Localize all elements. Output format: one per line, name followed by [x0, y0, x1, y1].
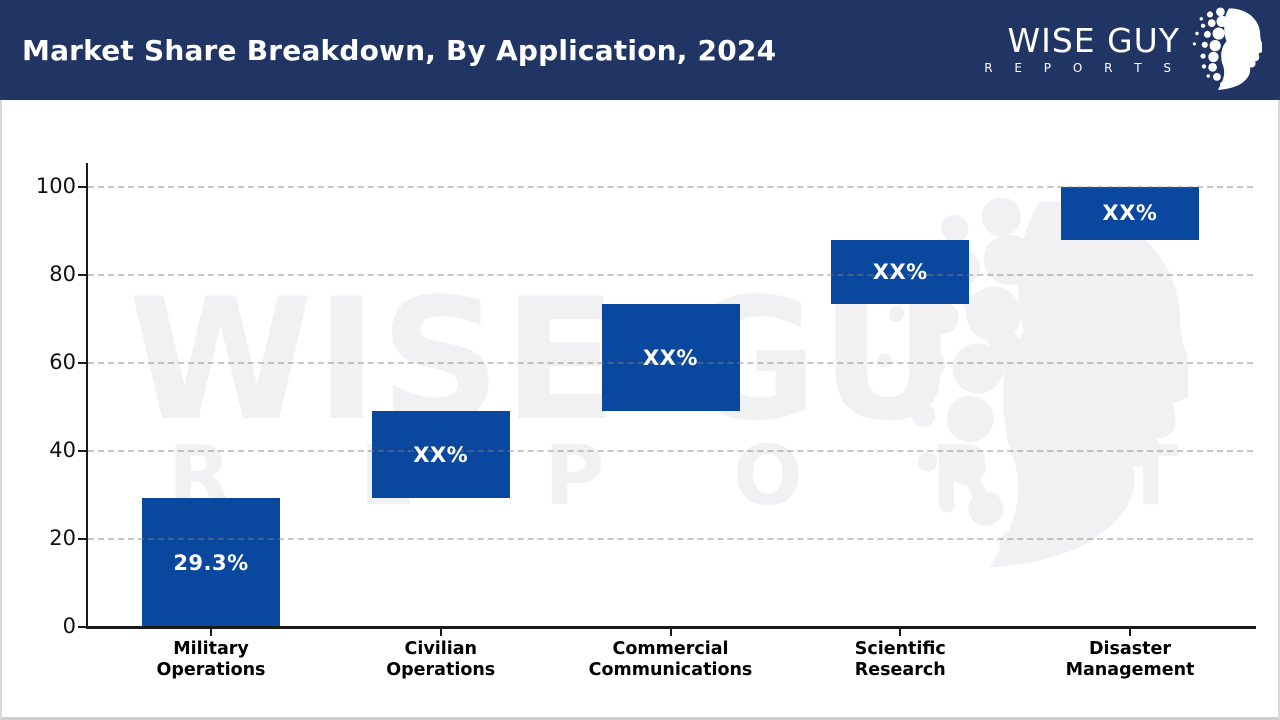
y-tick-mark — [78, 450, 86, 452]
y-tick-label: 100 — [35, 174, 76, 198]
bar-value-label: 29.3% — [173, 550, 249, 575]
y-tick-mark — [78, 626, 86, 628]
y-tick-label: 20 — [49, 526, 76, 550]
x-tick-mark — [1129, 629, 1131, 636]
logo-head-icon — [1192, 7, 1262, 90]
y-tick-label: 40 — [49, 438, 76, 462]
x-category-label-line: Disaster — [1088, 639, 1172, 659]
gridline — [88, 274, 1253, 276]
x-category-label-line: Scientific — [854, 639, 946, 659]
x-category-label-scientific-research: Scientific Research — [785, 639, 1015, 681]
bar-value-label: XX% — [1102, 201, 1158, 226]
y-tick-mark — [78, 538, 86, 540]
x-tick-mark — [210, 629, 212, 636]
x-category-label-line: Commercial — [612, 639, 729, 659]
logo-wordmark: WISE GUY — [1007, 21, 1180, 60]
bar-value-label: XX% — [413, 442, 469, 467]
x-axis-line — [86, 626, 1256, 629]
x-category-label-disaster-management: Disaster Management — [1015, 639, 1245, 681]
bar-commercial-communications — [601, 304, 740, 412]
y-axis-line — [86, 163, 88, 629]
x-tick-mark — [669, 629, 672, 636]
bar-civilian-operations — [371, 411, 510, 499]
x-category-label-military-operations: Military Operations — [96, 639, 326, 681]
x-category-label-line: Communications — [588, 660, 753, 680]
x-category-label-line: Management — [1065, 660, 1195, 680]
bar-value-label: XX% — [643, 345, 698, 370]
y-tick-label: 60 — [49, 350, 76, 374]
header-band: Market Share Breakdown, By Application, … — [0, 0, 1280, 100]
x-category-label-line: Research — [854, 660, 946, 680]
x-category-label-line: Operations — [156, 660, 266, 680]
gridline — [88, 362, 1253, 364]
wise-guy-reports-logo: WISE GUY R E P O R T S — [980, 6, 1262, 94]
bar-military-operations — [142, 498, 280, 627]
y-tick-mark — [78, 186, 86, 188]
x-tick-mark — [439, 629, 442, 636]
waterfall-chart: 0 20 40 60 80 100 29.3% Military Operations XX% Ci… — [0, 100, 1280, 720]
y-tick-mark — [78, 274, 86, 276]
y-tick-label: 80 — [49, 262, 76, 286]
x-category-label-line: Operations — [386, 660, 496, 680]
gridline — [88, 538, 1253, 540]
x-category-label-line: Military — [173, 639, 249, 659]
gridline — [88, 450, 1253, 452]
x-tick-mark — [899, 629, 902, 636]
bar-value-label: XX% — [872, 259, 928, 284]
page-title: Market Share Breakdown, By Application, … — [22, 33, 777, 67]
logo-text: WISE GUY R E P O R T S — [980, 24, 1180, 76]
x-category-label-commercial-communications: Commercial Communications — [556, 639, 786, 681]
x-category-label-line: Civilian — [404, 639, 477, 659]
logo-subtitle: R E P O R T S — [984, 61, 1180, 75]
x-category-label-civilian-operations: Civilian Operations — [326, 639, 556, 681]
y-tick-mark — [78, 362, 86, 364]
gridline — [88, 186, 1253, 188]
y-tick-label: 0 — [62, 614, 76, 638]
